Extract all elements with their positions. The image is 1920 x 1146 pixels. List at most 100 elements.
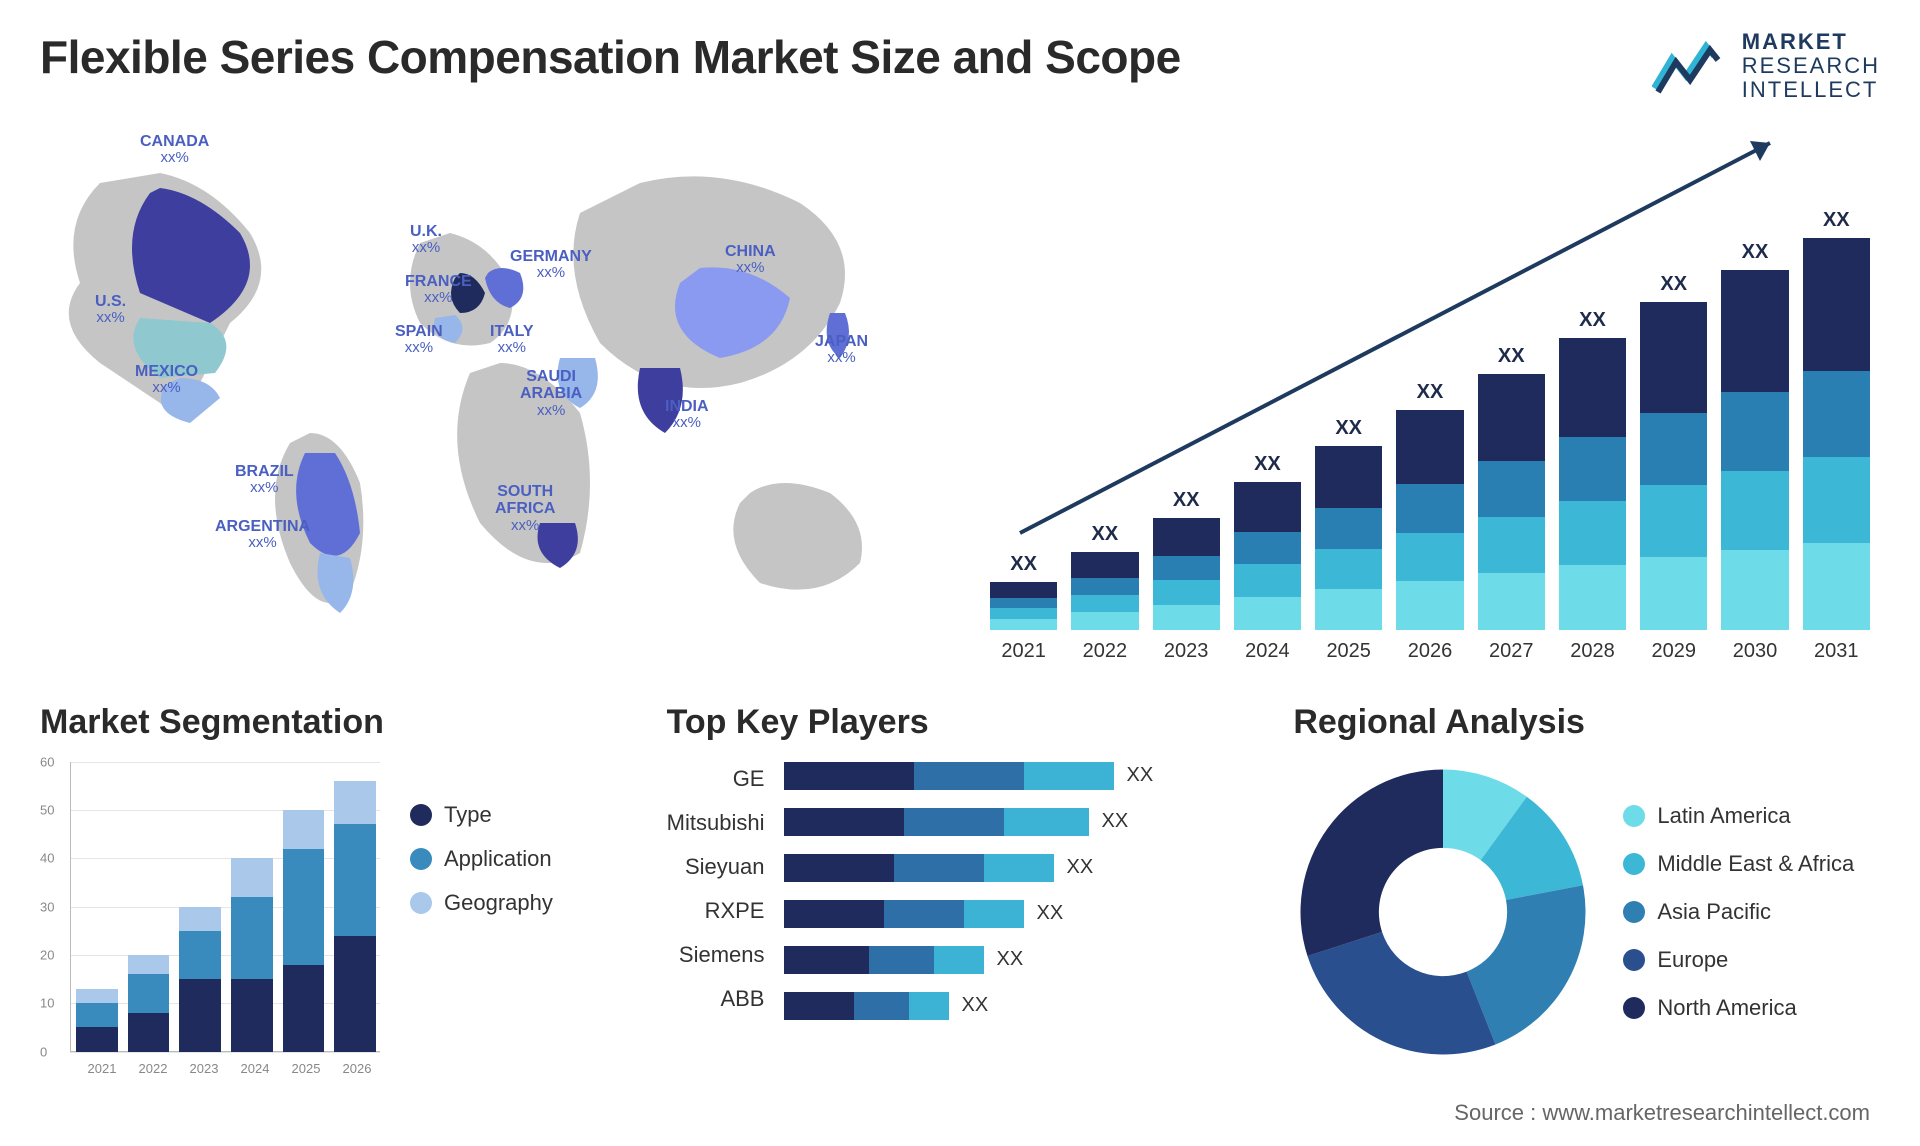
seg-column — [334, 781, 376, 1052]
growth-column: XX 2030 — [1721, 241, 1788, 663]
growth-value-label: XX — [1173, 489, 1200, 512]
growth-bar — [1234, 482, 1301, 630]
seg-y-tick: 10 — [40, 996, 54, 1011]
legend-item: Europe — [1623, 947, 1854, 973]
seg-column — [128, 955, 170, 1052]
key-players-panel: Top Key Players GE Mitsubishi Sieyuan RXPE S… — [667, 703, 1254, 1082]
growth-column: XX 2027 — [1478, 345, 1545, 663]
key-player-row: XX — [784, 808, 1253, 836]
growth-value-label: XX — [1823, 209, 1850, 232]
growth-bar — [1721, 270, 1788, 630]
map-country-label: BRAZILxx% — [235, 463, 294, 497]
growth-bar — [1478, 374, 1545, 630]
growth-value-label: XX — [1010, 553, 1037, 576]
key-player-row: XX — [784, 854, 1253, 882]
key-player-value: XX — [1126, 764, 1153, 787]
donut-slice — [1301, 769, 1444, 956]
key-player-label: GE — [733, 766, 765, 792]
logo-text-3: INTELLECT — [1742, 78, 1880, 102]
regional-panel: Regional Analysis Latin AmericaMiddle Ea… — [1293, 703, 1880, 1082]
brand-logo: MARKET RESEARCH INTELLECT — [1652, 30, 1880, 103]
map-country-label: CHINAxx% — [725, 243, 776, 277]
growth-value-label: XX — [1092, 523, 1119, 546]
seg-y-tick: 60 — [40, 754, 54, 769]
seg-y-tick: 50 — [40, 802, 54, 817]
key-player-value: XX — [1036, 902, 1063, 925]
growth-value-label: XX — [1417, 381, 1444, 404]
map-country-label: SAUDIARABIAxx% — [520, 368, 582, 420]
growth-bar — [990, 582, 1057, 630]
key-player-value: XX — [961, 994, 988, 1017]
key-player-row: XX — [784, 762, 1253, 790]
map-country-label: ITALYxx% — [490, 323, 534, 357]
seg-x-tick: 2021 — [88, 1061, 117, 1076]
key-player-value: XX — [1101, 810, 1128, 833]
legend-item: Type — [410, 802, 553, 828]
growth-column: XX 2025 — [1315, 417, 1382, 663]
page-title: Flexible Series Compensation Market Size… — [40, 30, 1181, 84]
map-country-label: MEXICOxx% — [135, 363, 198, 397]
key-player-label: ABB — [720, 986, 764, 1012]
map-country-label: GERMANYxx% — [510, 248, 592, 282]
growth-column: XX2029 — [1640, 273, 1707, 663]
segmentation-chart: 0102030405060202120222023202420252026 — [40, 762, 380, 1082]
donut-slice — [1308, 931, 1496, 1054]
seg-column — [283, 810, 325, 1052]
growth-value-label: XX — [1742, 241, 1769, 264]
map-country-label: JAPANxx% — [815, 333, 868, 367]
world-map-panel: CANADAxx%U.S.xx%MEXICOxx%BRAZILxx%ARGENT… — [40, 123, 940, 663]
regional-title: Regional Analysis — [1293, 703, 1880, 742]
map-country-label: SOUTHAFRICAxx% — [495, 483, 555, 535]
legend-item: Geography — [410, 890, 553, 916]
key-player-row: XX — [784, 992, 1253, 1020]
key-player-value: XX — [1066, 856, 1093, 879]
seg-column — [231, 858, 273, 1051]
growth-value-label: XX — [1335, 417, 1362, 440]
seg-x-tick: 2026 — [343, 1061, 372, 1076]
legend-item: Latin America — [1623, 803, 1854, 829]
logo-mark-icon — [1652, 38, 1732, 94]
regional-legend: Latin AmericaMiddle East & AfricaAsia Pa… — [1623, 803, 1854, 1021]
key-player-label: Siemens — [679, 942, 765, 968]
key-players-labels: GE Mitsubishi Sieyuan RXPE Siemens ABB — [667, 762, 765, 1020]
growth-column: XX 2031 — [1803, 209, 1870, 663]
legend-item: North America — [1623, 995, 1854, 1021]
growth-bar — [1315, 446, 1382, 630]
growth-year-label: 2031 — [1814, 640, 1859, 663]
seg-x-tick: 2023 — [190, 1061, 219, 1076]
map-country-label: CANADAxx% — [140, 133, 209, 167]
map-country-label: SPAINxx% — [395, 323, 443, 357]
key-player-value: XX — [996, 948, 1023, 971]
growth-year-label: 2024 — [1245, 640, 1290, 663]
segmentation-legend: Type Application Geography — [410, 762, 553, 1082]
legend-item: Application — [410, 846, 553, 872]
key-players-title: Top Key Players — [667, 703, 1254, 742]
seg-column — [179, 907, 221, 1052]
growth-bar — [1071, 552, 1138, 630]
map-country-label: ARGENTINAxx% — [215, 518, 310, 552]
growth-value-label: XX — [1254, 453, 1281, 476]
key-player-row: XX — [784, 946, 1253, 974]
growth-year-label: 2028 — [1570, 640, 1615, 663]
key-player-label: Mitsubishi — [667, 810, 765, 836]
regional-donut-chart — [1293, 762, 1593, 1062]
growth-bar — [1396, 410, 1463, 630]
growth-year-label: 2022 — [1083, 640, 1128, 663]
seg-x-tick: 2025 — [292, 1061, 321, 1076]
seg-y-tick: 30 — [40, 899, 54, 914]
growth-column: XX2021 — [990, 553, 1057, 663]
growth-year-label: 2027 — [1489, 640, 1534, 663]
growth-bar — [1559, 338, 1626, 630]
seg-x-tick: 2022 — [139, 1061, 168, 1076]
key-player-label: RXPE — [705, 898, 765, 924]
growth-year-label: 2025 — [1326, 640, 1371, 663]
growth-year-label: 2030 — [1733, 640, 1778, 663]
key-players-bars: XXXXXXXXXXXX — [784, 762, 1253, 1020]
growth-year-label: 2023 — [1164, 640, 1209, 663]
growth-year-label: 2029 — [1652, 640, 1697, 663]
seg-x-tick: 2024 — [241, 1061, 270, 1076]
key-player-label: Sieyuan — [685, 854, 765, 880]
growth-bar — [1153, 518, 1220, 630]
growth-value-label: XX — [1498, 345, 1525, 368]
map-country-label: FRANCExx% — [405, 273, 472, 307]
